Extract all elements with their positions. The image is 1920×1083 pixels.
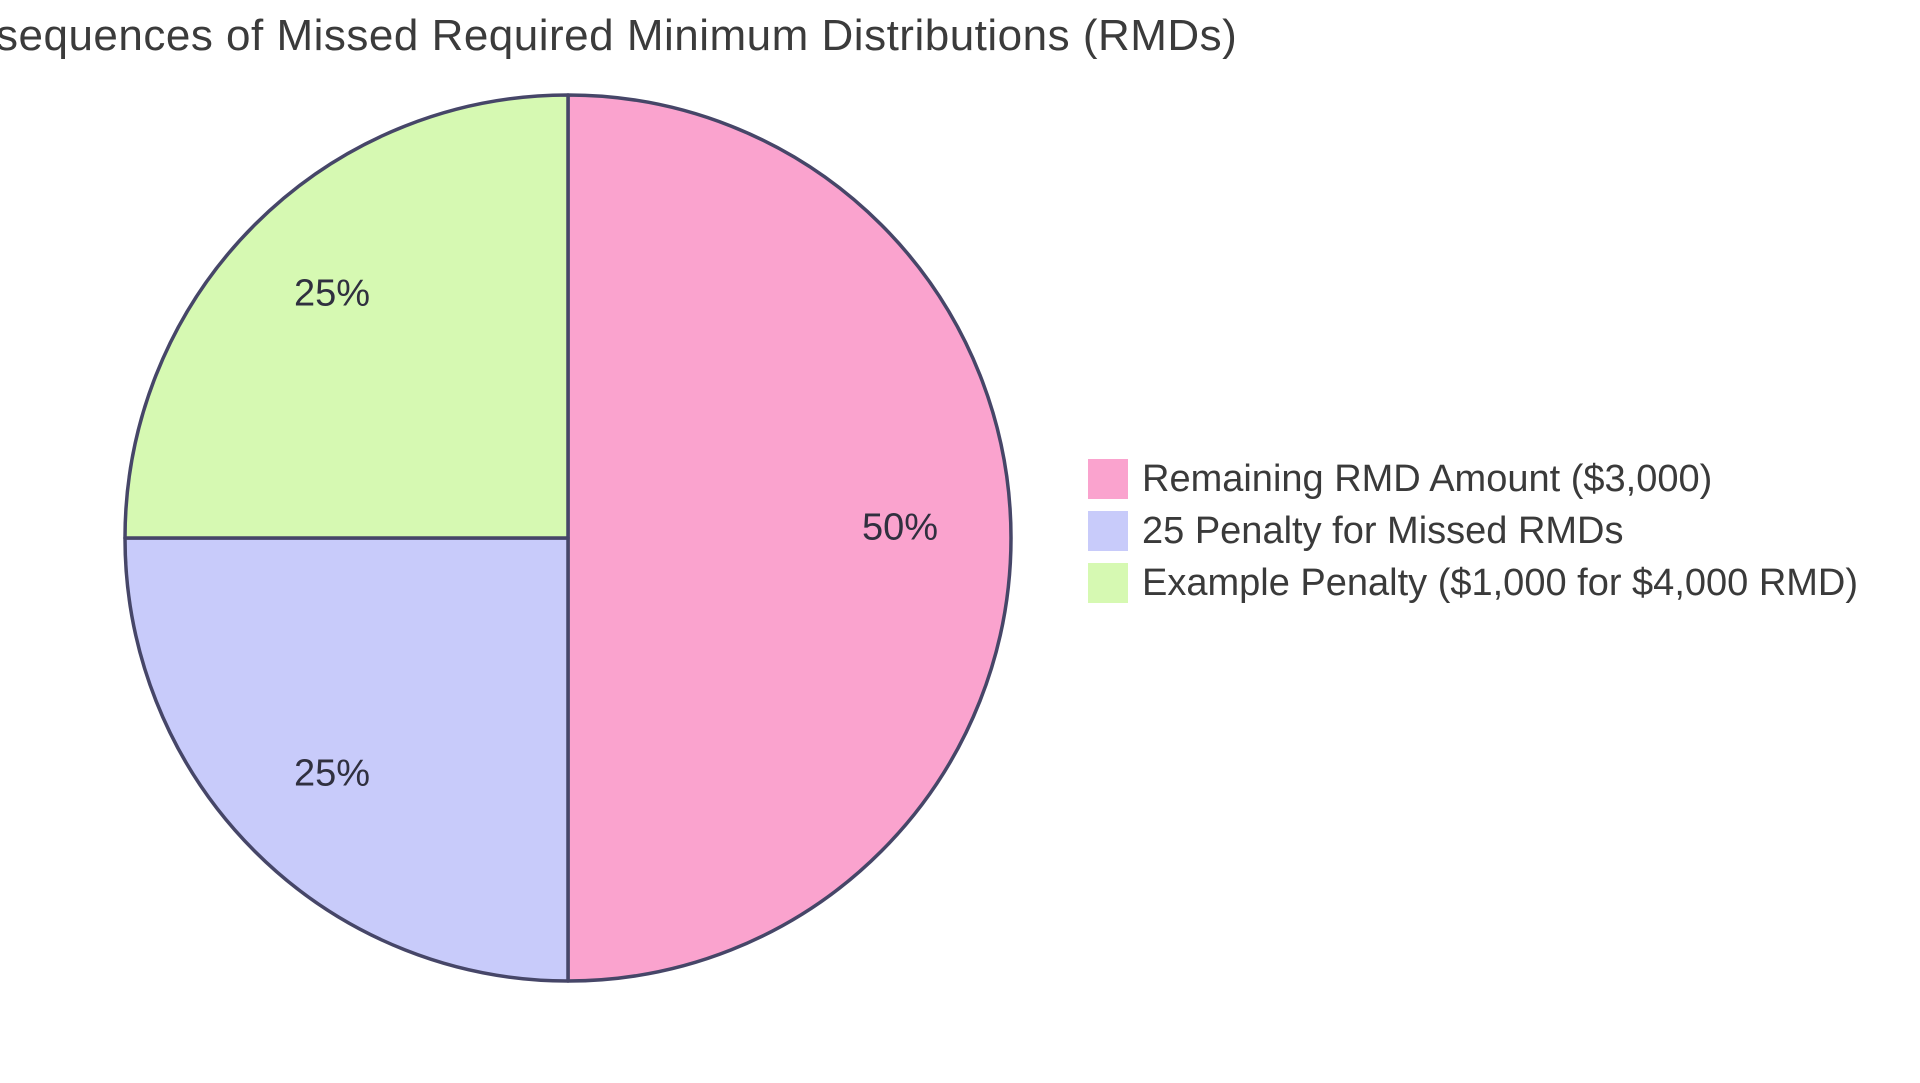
- slice-label-25-penalty: 25%: [293, 752, 371, 795]
- legend-swatch-pink-icon: [1088, 459, 1128, 499]
- legend: Remaining RMD Amount ($3,000) 25 Penalty…: [1088, 457, 1859, 615]
- pie-slice-1[interactable]: [123, 536, 570, 983]
- legend-swatch-green-icon: [1088, 563, 1128, 603]
- legend-swatch-purple-icon: [1088, 511, 1128, 551]
- pie-slice-2[interactable]: [123, 93, 570, 540]
- legend-label: Example Penalty ($1,000 for $4,000 RMD): [1142, 561, 1859, 604]
- legend-item-remaining-rmd[interactable]: Remaining RMD Amount ($3,000): [1088, 457, 1858, 500]
- legend-item-example-penalty[interactable]: Example Penalty ($1,000 for $4,000 RMD): [1088, 561, 1859, 604]
- chart-title: sequences of Missed Required Minimum Dis…: [0, 11, 1238, 60]
- legend-label: Remaining RMD Amount ($3,000): [1142, 457, 1713, 500]
- pie-slice-0[interactable]: [566, 93, 1013, 983]
- slice-label-remaining-rmd: 50%: [861, 506, 939, 549]
- legend-label: 25 Penalty for Missed RMDs: [1142, 509, 1624, 552]
- legend-item-25-penalty[interactable]: 25 Penalty for Missed RMDs: [1088, 509, 1858, 552]
- slice-label-example-penalty: 25%: [293, 272, 371, 315]
